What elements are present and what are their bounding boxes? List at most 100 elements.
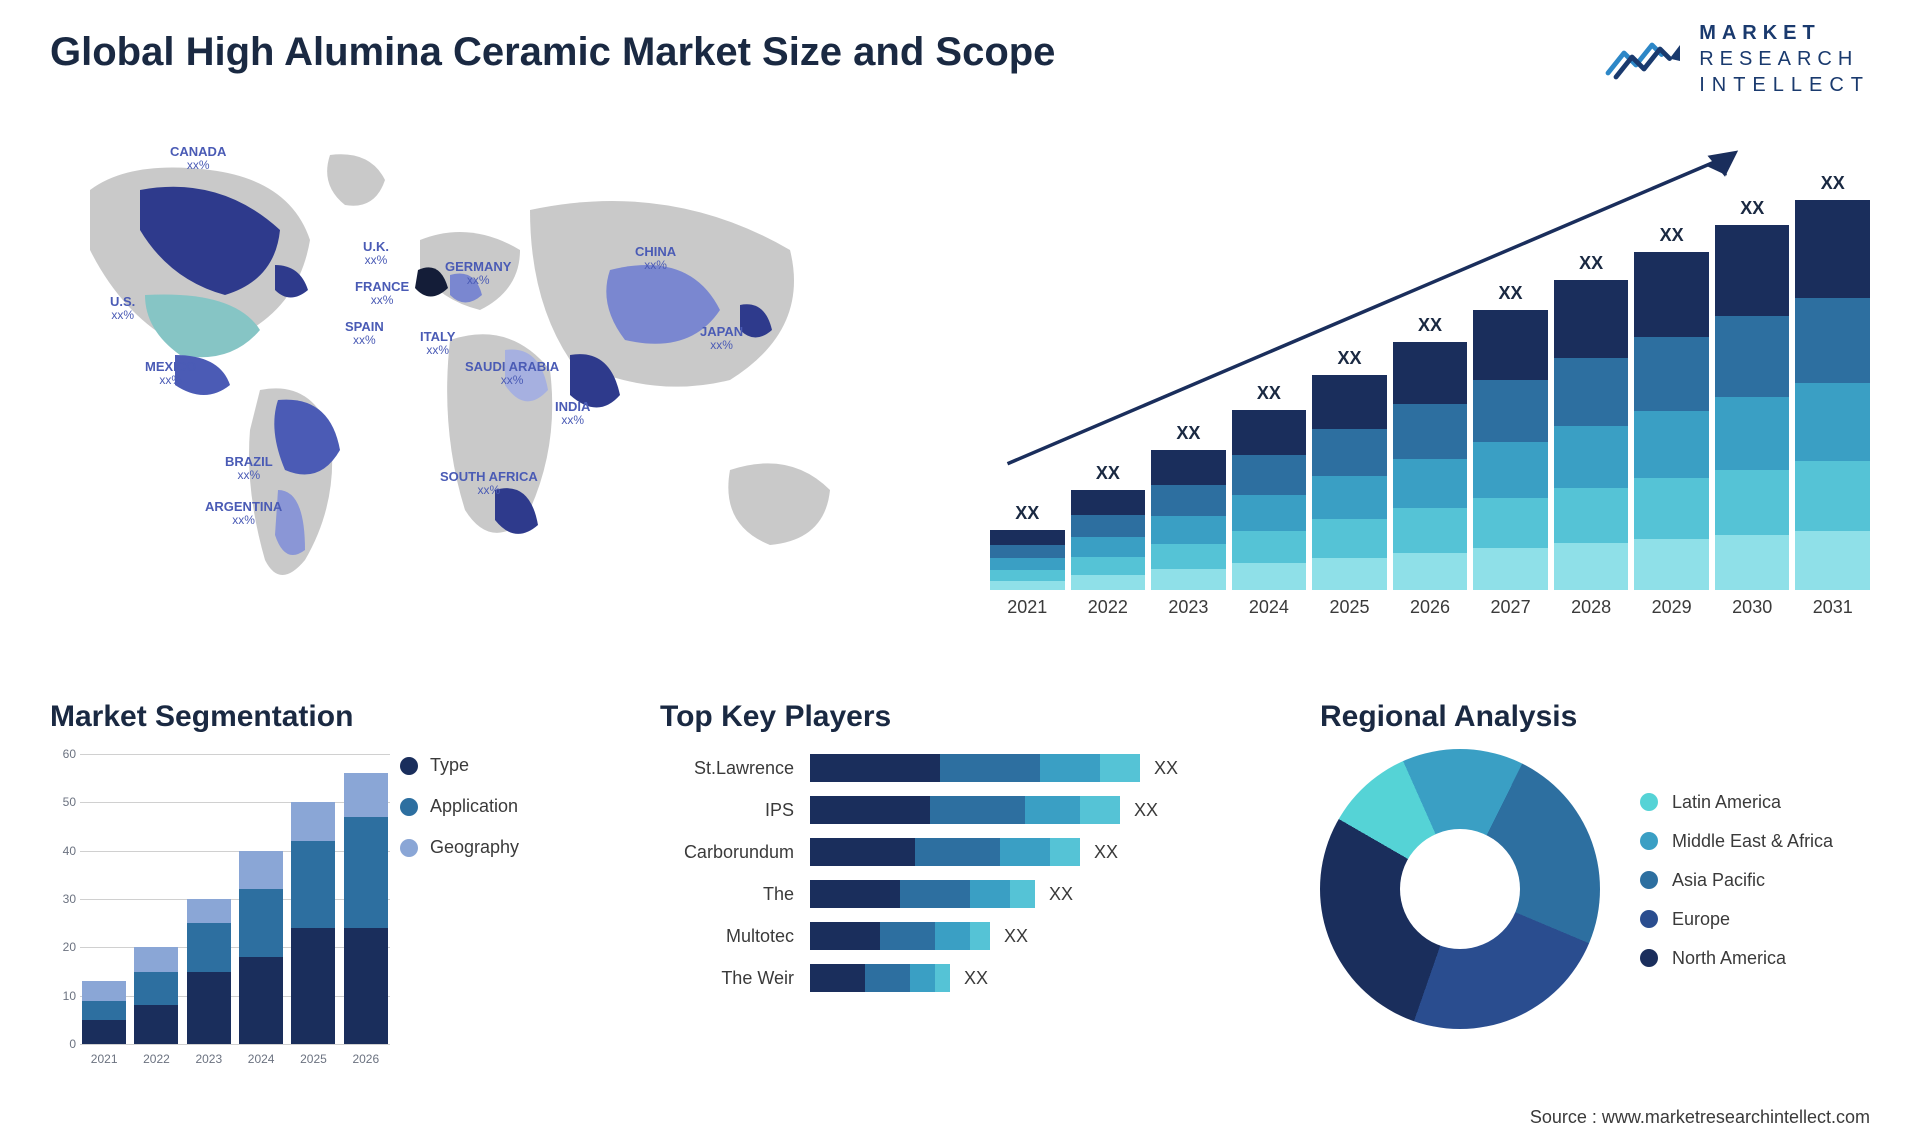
kp-name: The: [660, 884, 810, 905]
segmentation-chart: 0102030405060 202120222023202420252026: [50, 754, 390, 1074]
legend-swatch: [1640, 793, 1658, 811]
kp-seg: [1080, 796, 1120, 824]
legend-label: Type: [430, 755, 469, 776]
kp-seg: [970, 922, 990, 950]
bigbar-seg: [1715, 225, 1790, 316]
legend-swatch: [400, 757, 418, 775]
reg-legend-item: Latin America: [1640, 792, 1833, 813]
bigbar-seg: [1473, 498, 1548, 548]
map-label-italy: ITALYxx%: [420, 330, 455, 357]
page-title: Global High Alumina Ceramic Market Size …: [50, 30, 1055, 75]
bigbar-2021: XX2021: [990, 190, 1065, 590]
bigbar-year: 2031: [1795, 597, 1870, 618]
kp-seg: [970, 880, 1010, 908]
seg-bar-seg: [82, 1001, 126, 1020]
map-label-south-africa: SOUTH AFRICAxx%: [440, 470, 538, 497]
bigbar-year: 2023: [1151, 597, 1226, 618]
kp-seg: [935, 964, 950, 992]
segmentation-title: Market Segmentation: [50, 700, 590, 734]
legend-swatch: [1640, 910, 1658, 928]
kp-bar: [810, 964, 950, 992]
kp-seg: [1100, 754, 1140, 782]
seg-ytick: 0: [69, 1037, 76, 1051]
bigbar-seg: [1634, 478, 1709, 539]
bigbar-seg: [990, 545, 1065, 558]
bigbar-seg: [1715, 535, 1790, 590]
seg-bar-seg: [291, 841, 335, 928]
bigbar-seg: [1393, 404, 1468, 459]
bigbar-year: 2027: [1473, 597, 1548, 618]
legend-label: Geography: [430, 837, 519, 858]
seg-xtick: 2022: [134, 1052, 178, 1066]
legend-label: Middle East & Africa: [1672, 831, 1833, 852]
seg-xtick: 2023: [187, 1052, 231, 1066]
main-bar-chart: XX2021XX2022XX2023XX2024XX2025XX2026XX20…: [990, 130, 1870, 620]
kp-row: IPSXX: [660, 796, 1260, 824]
bigbar-2024: XX2024: [1232, 190, 1307, 590]
seg-bar-2026: 2026: [344, 773, 388, 1044]
bigbar-value: XX: [990, 503, 1065, 524]
bigbar-seg: [1312, 476, 1387, 519]
kp-row: TheXX: [660, 880, 1260, 908]
bigbar-seg: [1634, 337, 1709, 411]
bigbar-year: 2021: [990, 597, 1065, 618]
seg-bar-seg: [239, 957, 283, 1044]
bigbar-2025: XX2025: [1312, 190, 1387, 590]
world-map-panel: CANADAxx%U.S.xx%MEXICOxx%BRAZILxx%ARGENT…: [50, 130, 930, 650]
kp-seg: [810, 754, 940, 782]
regional-title: Regional Analysis: [1320, 700, 1870, 734]
seg-bar-seg: [344, 928, 388, 1044]
kp-seg: [810, 838, 915, 866]
bigbar-seg: [1795, 200, 1870, 298]
kp-seg: [880, 922, 935, 950]
bigbar-year: 2030: [1715, 597, 1790, 618]
kp-seg: [900, 880, 970, 908]
seg-bar-seg: [344, 817, 388, 928]
kp-seg: [810, 964, 865, 992]
logo-text: MARKET RESEARCH INTELLECT: [1699, 20, 1870, 98]
bigbar-seg: [1473, 380, 1548, 442]
logo-line3: INTELLECT: [1699, 72, 1870, 98]
seg-ytick: 20: [63, 940, 76, 954]
seg-bar-seg: [134, 972, 178, 1006]
kp-value: XX: [990, 926, 1028, 947]
bigbar-seg: [1634, 539, 1709, 590]
bigbar-seg: [1071, 537, 1146, 557]
kp-name: Multotec: [660, 926, 810, 947]
map-label-germany: GERMANYxx%: [445, 260, 511, 287]
legend-swatch: [1640, 871, 1658, 889]
seg-bar-2024: 2024: [239, 851, 283, 1044]
bigbar-2029: XX2029: [1634, 190, 1709, 590]
kp-row: CarborundumXX: [660, 838, 1260, 866]
seg-bar-2023: 2023: [187, 899, 231, 1044]
kp-name: The Weir: [660, 968, 810, 989]
seg-bar-seg: [239, 889, 283, 957]
kp-seg: [1025, 796, 1080, 824]
bigbar-seg: [1232, 495, 1307, 531]
seg-bar-seg: [344, 773, 388, 817]
bigbar-year: 2026: [1393, 597, 1468, 618]
donut-hole: [1400, 829, 1520, 949]
bigbar-seg: [1071, 490, 1146, 515]
seg-bar-seg: [134, 1005, 178, 1044]
seg-gridline: [80, 1044, 390, 1045]
legend-label: Asia Pacific: [1672, 870, 1765, 891]
bigbar-year: 2025: [1312, 597, 1387, 618]
key-players-panel: Top Key Players St.LawrenceXXIPSXXCarbor…: [660, 700, 1260, 1006]
legend-swatch: [400, 798, 418, 816]
bigbar-seg: [1473, 442, 1548, 498]
legend-label: Latin America: [1672, 792, 1781, 813]
seg-legend-item: Application: [400, 796, 519, 817]
bigbar-2028: XX2028: [1554, 190, 1629, 590]
seg-legend-item: Geography: [400, 837, 519, 858]
bigbar-value: XX: [1151, 423, 1226, 444]
bigbar-seg: [1071, 575, 1146, 590]
legend-label: Europe: [1672, 909, 1730, 930]
source-text: Source : www.marketresearchintellect.com: [1530, 1107, 1870, 1128]
kp-row: St.LawrenceXX: [660, 754, 1260, 782]
kp-value: XX: [950, 968, 988, 989]
bigbar-seg: [1393, 459, 1468, 509]
seg-bar-seg: [82, 981, 126, 1000]
map-label-india: INDIAxx%: [555, 400, 590, 427]
kp-bar: [810, 838, 1080, 866]
